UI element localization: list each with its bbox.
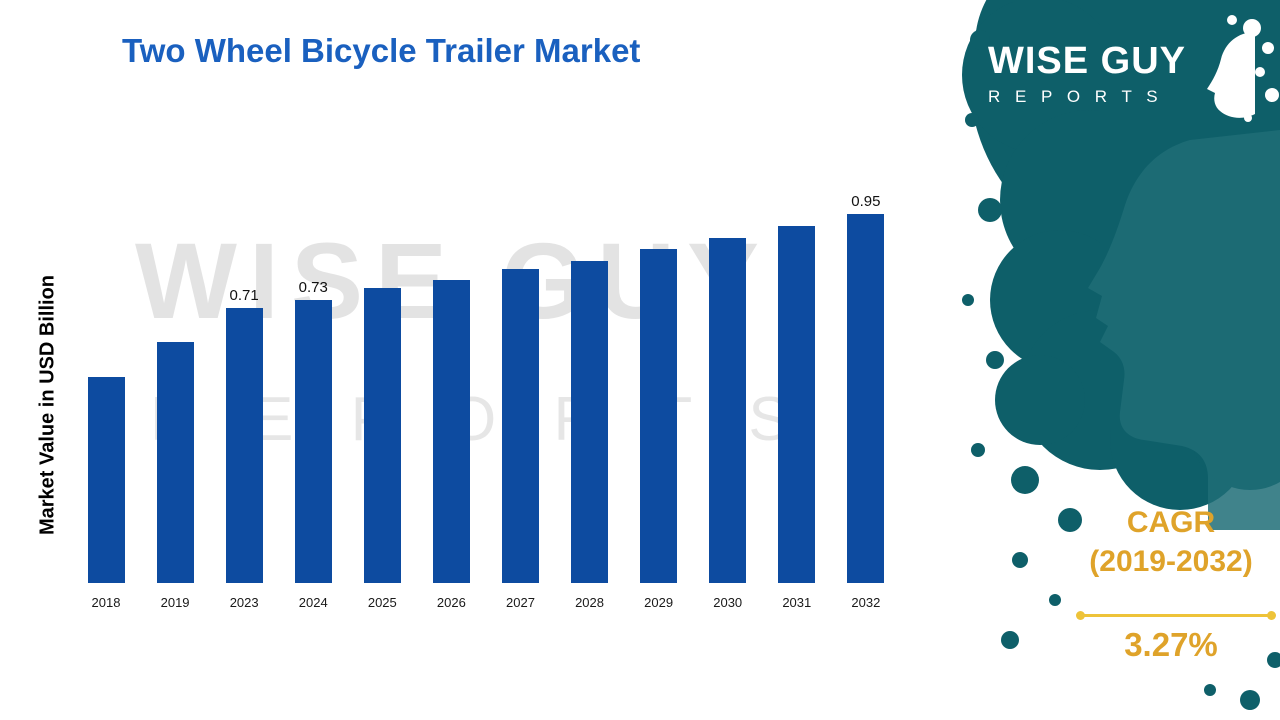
bar-2028 [571, 261, 609, 583]
bar-group-2025: 2025 [350, 183, 414, 610]
bar-value-label-2032: 0.95 [851, 193, 881, 210]
bar-value-label-2023: 0.71 [229, 287, 259, 304]
bar-2024 [294, 300, 332, 583]
bar-value-label-2024: 0.73 [298, 279, 328, 296]
bar-group-2030: 2030 [696, 183, 760, 610]
bar-group-2031: 2031 [765, 183, 829, 610]
bar-2030 [709, 238, 747, 583]
cagr-divider-line [1076, 611, 1276, 620]
brand-logo-reports: R E P O R T S [988, 87, 1163, 106]
cagr-period: (2019-2032) [1089, 545, 1253, 578]
x-tick-2018: 2018 [91, 595, 121, 610]
teal-decoration [962, 0, 1280, 710]
bar-2027 [501, 269, 539, 583]
x-tick-2032: 2032 [851, 595, 881, 610]
bar-group-2028: 2028 [558, 183, 622, 610]
page-title: Two Wheel Bicycle Trailer Market [122, 32, 641, 69]
x-tick-2026: 2026 [436, 595, 466, 610]
bars: 2018 2019 0.71 2023 0.73 2024 2025 2026 2027 2028… [74, 183, 898, 610]
bar-group-2019: 2019 [143, 183, 207, 610]
bar-2018 [87, 377, 125, 583]
face-profile-large [1088, 130, 1280, 530]
bar-group-2029: 2029 [627, 183, 691, 610]
y-axis-label: Market Value in USD Billion [36, 274, 59, 536]
bar-group-2027: 2027 [488, 183, 552, 610]
cagr-value: 3.27% [1124, 626, 1218, 663]
bar-2026 [432, 280, 470, 583]
bar-group-2024: 0.73 2024 [281, 183, 345, 610]
bar-group-2023: 0.71 2023 [212, 183, 276, 610]
cagr-label: CAGR [1126, 506, 1216, 539]
x-tick-2030: 2030 [713, 595, 743, 610]
brand-logo: WISE GUY R E P O R T S [988, 40, 1186, 107]
x-tick-2025: 2025 [367, 595, 397, 610]
bar-2019 [156, 342, 194, 583]
bar-2025 [363, 288, 401, 583]
bar-2023 [225, 308, 263, 583]
face-profile-small [1207, 15, 1279, 122]
x-tick-2029: 2029 [644, 595, 674, 610]
x-tick-2027: 2027 [506, 595, 535, 610]
x-tick-2019: 2019 [160, 595, 190, 610]
bar-group-2032: 0.95 2032 [834, 183, 898, 610]
bar-group-2018: 2018 [74, 183, 138, 610]
bar-2032 [847, 214, 885, 583]
x-tick-2023: 2023 [229, 595, 259, 610]
cagr-block: CAGR (2019-2032) [1065, 506, 1277, 579]
bar-2029 [640, 249, 678, 583]
x-tick-2028: 2028 [575, 595, 604, 610]
x-tick-2031: 2031 [782, 595, 812, 610]
brand-logo-wiseguy: WISE GUY [988, 40, 1187, 82]
bar-chart: 2018 2019 0.71 2023 0.73 2024 2025 2026 2027 2028… [74, 183, 898, 610]
bar-group-2026: 2026 [419, 183, 483, 610]
bar-2031 [778, 226, 816, 583]
x-tick-2024: 2024 [298, 595, 328, 610]
